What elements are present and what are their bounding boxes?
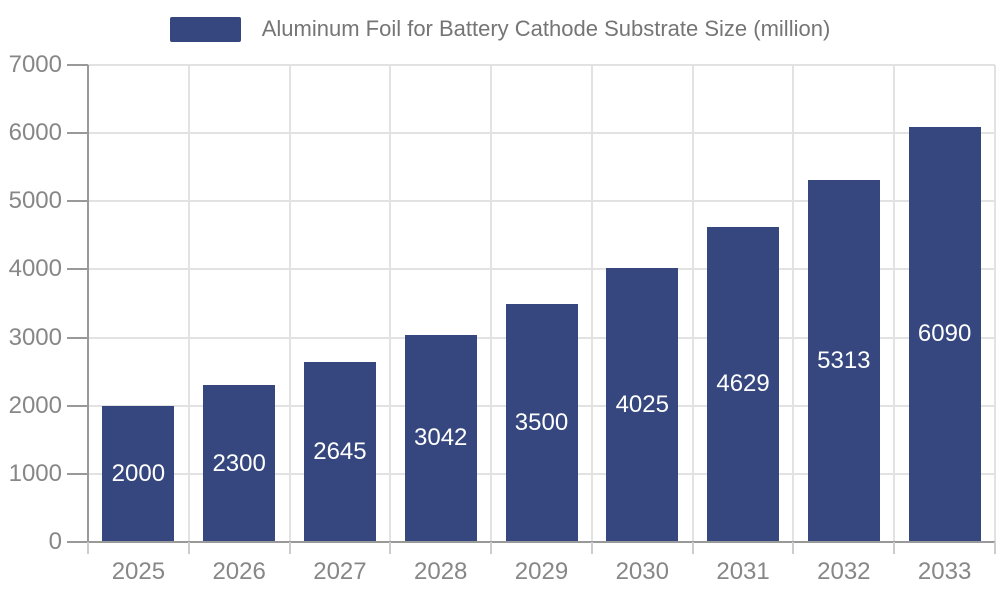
legend[interactable]: Aluminum Foil for Battery Cathode Substr… bbox=[0, 16, 1000, 42]
gridline-v-3 bbox=[389, 65, 392, 542]
y-axis-tick-6000 bbox=[67, 132, 88, 135]
y-tick-label-4000: 4000 bbox=[8, 255, 62, 283]
gridline-v-4 bbox=[490, 65, 493, 542]
y-tick-label-1000: 1000 bbox=[8, 459, 62, 487]
x-axis-tick-2 bbox=[288, 542, 291, 554]
bar-value-label-2025: 2000 bbox=[111, 459, 166, 487]
y-tick-label-5000: 5000 bbox=[8, 187, 62, 215]
y-tick-label-6000: 6000 bbox=[8, 119, 62, 147]
x-tick-label-2026: 2026 bbox=[212, 558, 266, 585]
gridline-h-5000 bbox=[88, 200, 995, 203]
y-axis-tick-7000 bbox=[67, 64, 88, 66]
y-axis-tick-0 bbox=[67, 541, 88, 543]
bar-2029: 3500 bbox=[505, 303, 578, 542]
x-axis-tick-6 bbox=[691, 542, 694, 554]
x-tick-label-2028: 2028 bbox=[414, 558, 468, 585]
legend-label: Aluminum Foil for Battery Cathode Substr… bbox=[261, 16, 831, 41]
y-axis-tick-5000 bbox=[67, 200, 88, 203]
x-axis-tick-0 bbox=[87, 542, 89, 554]
x-axis-tick-8 bbox=[893, 542, 896, 554]
x-tick-label-2032: 2032 bbox=[817, 558, 871, 585]
bar-2030: 4025 bbox=[606, 267, 679, 542]
x-tick-label-2025: 2025 bbox=[111, 558, 166, 585]
y-tick-label-0: 0 bbox=[48, 528, 62, 555]
y-tick-label-2000: 2000 bbox=[8, 391, 62, 419]
y-axis-tick-3000 bbox=[67, 336, 88, 339]
x-tick-label-2027: 2027 bbox=[313, 558, 367, 585]
bar-2033: 6090 bbox=[908, 127, 981, 542]
x-tick-label-2033: 2033 bbox=[917, 558, 972, 585]
gridline-v-8 bbox=[893, 65, 896, 542]
gridline-v-6 bbox=[691, 65, 694, 542]
x-axis-tick-4 bbox=[490, 542, 493, 554]
bar-2028: 3042 bbox=[404, 334, 477, 542]
bar-value-label-2033: 6090 bbox=[917, 320, 972, 348]
gridline-h-7000 bbox=[88, 64, 995, 66]
y-axis-tick-2000 bbox=[67, 404, 88, 407]
x-axis-tick-7 bbox=[792, 542, 795, 554]
x-axis-tick-5 bbox=[590, 542, 593, 554]
gridline-v-9 bbox=[994, 65, 996, 542]
bar-value-label-2028: 3042 bbox=[414, 424, 468, 452]
x-axis-tick-9 bbox=[994, 542, 996, 554]
gridline-v-1 bbox=[187, 65, 190, 542]
bar-2025: 2000 bbox=[102, 405, 175, 542]
legend-swatch bbox=[169, 16, 241, 42]
y-axis-line bbox=[87, 65, 89, 542]
bar-value-label-2029: 3500 bbox=[514, 408, 569, 436]
gridline-h-6000 bbox=[88, 132, 995, 135]
bar-value-label-2026: 2300 bbox=[212, 449, 266, 477]
bar-2026: 2300 bbox=[203, 385, 276, 542]
y-axis-tick-1000 bbox=[67, 472, 88, 475]
gridline-v-7 bbox=[792, 65, 795, 542]
chart-plot-area: 0 1000 2000 3000 4000 5000 6000 7000 2000 2025 230… bbox=[9, 51, 996, 585]
bar-2027: 2645 bbox=[303, 361, 376, 542]
x-axis-tick-3 bbox=[389, 542, 392, 554]
y-axis-tick-4000 bbox=[67, 268, 88, 271]
x-tick-label-2030: 2030 bbox=[615, 558, 669, 585]
bar-value-label-2032: 5313 bbox=[817, 346, 871, 374]
bar-value-label-2027: 2645 bbox=[313, 437, 367, 465]
bar-2032: 5313 bbox=[807, 179, 880, 542]
x-tick-label-2029: 2029 bbox=[514, 558, 569, 585]
y-tick-label-7000: 7000 bbox=[8, 51, 62, 78]
gridline-v-5 bbox=[590, 65, 593, 542]
gridline-v-2 bbox=[288, 65, 291, 542]
x-axis-tick-1 bbox=[187, 542, 190, 554]
bar-value-label-2030: 4025 bbox=[615, 390, 669, 418]
bar-2031: 4629 bbox=[707, 226, 780, 542]
gridline-h-4000 bbox=[88, 268, 995, 271]
x-axis-line bbox=[88, 541, 995, 543]
x-tick-label-2031: 2031 bbox=[716, 558, 770, 585]
bar-value-label-2031: 4629 bbox=[716, 370, 770, 398]
y-tick-label-3000: 3000 bbox=[8, 323, 62, 351]
